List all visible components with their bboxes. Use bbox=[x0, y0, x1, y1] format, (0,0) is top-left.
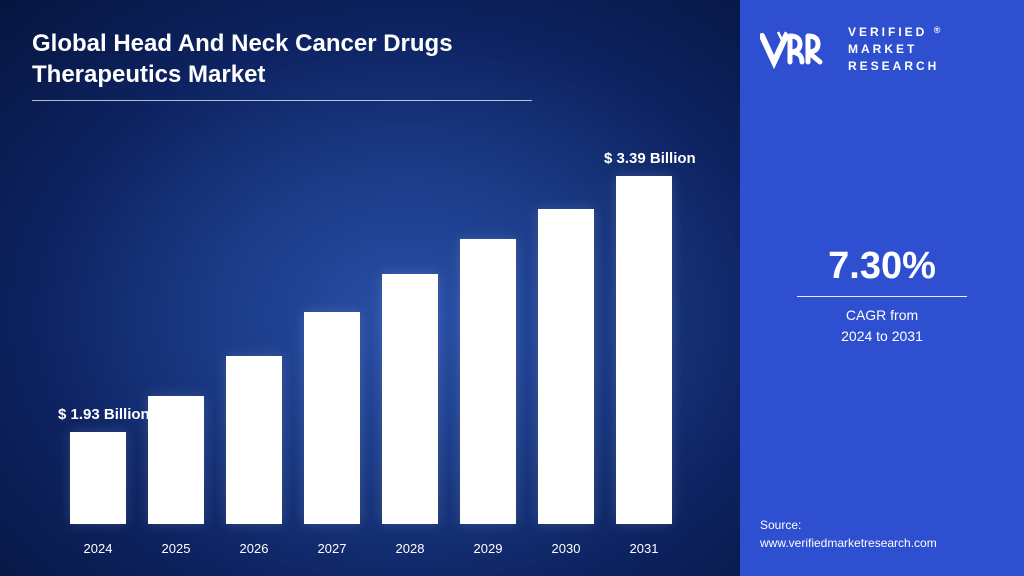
logo-text: VERIFIED ® MARKET RESEARCH bbox=[848, 24, 943, 74]
cagr-value: 7.30% bbox=[740, 245, 1024, 288]
bar bbox=[148, 396, 204, 524]
bar-chart: $ 1.93 Billion $ 3.39 Billion bbox=[70, 144, 690, 524]
left-panel: Global Head And Neck Cancer Drugs Therap… bbox=[0, 0, 740, 576]
x-label: 2028 bbox=[382, 541, 438, 556]
x-label: 2029 bbox=[460, 541, 516, 556]
source-block: Source: www.verifiedmarketresearch.com bbox=[760, 516, 937, 552]
cagr-caption: CAGR from 2024 to 2031 bbox=[740, 305, 1024, 347]
x-label: 2026 bbox=[226, 541, 282, 556]
bar-2031: $ 3.39 Billion bbox=[616, 176, 672, 524]
x-label: 2025 bbox=[148, 541, 204, 556]
cagr-block: 7.30% CAGR from 2024 to 2031 bbox=[740, 245, 1024, 347]
bar bbox=[70, 432, 126, 524]
x-label: 2027 bbox=[304, 541, 360, 556]
right-panel: VERIFIED ® MARKET RESEARCH 7.30% CAGR fr… bbox=[740, 0, 1024, 576]
registered-icon: ® bbox=[934, 25, 944, 35]
bar bbox=[304, 312, 360, 524]
bar-2027 bbox=[304, 312, 360, 524]
bar-2030 bbox=[538, 209, 594, 524]
bar-2026 bbox=[226, 356, 282, 524]
source-label: Source: bbox=[760, 516, 937, 534]
logo-line2: MARKET bbox=[848, 41, 943, 58]
value-label-first: $ 1.93 Billion bbox=[58, 406, 138, 424]
bar-2025 bbox=[148, 396, 204, 524]
logo-mark-icon bbox=[760, 28, 838, 70]
source-url: www.verifiedmarketresearch.com bbox=[760, 534, 937, 552]
bar bbox=[538, 209, 594, 524]
bar-2028 bbox=[382, 274, 438, 524]
title-underline bbox=[32, 100, 532, 101]
logo-line3: RESEARCH bbox=[848, 58, 943, 75]
cagr-caption-line1: CAGR from bbox=[846, 307, 918, 323]
bar bbox=[460, 239, 516, 524]
bar-2029 bbox=[460, 239, 516, 524]
cagr-caption-line2: 2024 to 2031 bbox=[841, 328, 923, 344]
page-title: Global Head And Neck Cancer Drugs Therap… bbox=[32, 28, 552, 90]
logo-line1: VERIFIED bbox=[848, 25, 927, 39]
bar-group: $ 1.93 Billion $ 3.39 Billion bbox=[70, 144, 690, 524]
x-label: 2024 bbox=[70, 541, 126, 556]
x-axis-labels: 2024 2025 2026 2027 2028 2029 2030 2031 bbox=[70, 541, 690, 556]
bar bbox=[382, 274, 438, 524]
value-label-last: $ 3.39 Billion bbox=[604, 150, 684, 168]
bar-2024: $ 1.93 Billion bbox=[70, 432, 126, 524]
x-label: 2030 bbox=[538, 541, 594, 556]
bar bbox=[226, 356, 282, 524]
bar bbox=[616, 176, 672, 524]
logo: VERIFIED ® MARKET RESEARCH bbox=[760, 24, 1004, 74]
cagr-underline bbox=[797, 296, 967, 297]
x-label: 2031 bbox=[616, 541, 672, 556]
